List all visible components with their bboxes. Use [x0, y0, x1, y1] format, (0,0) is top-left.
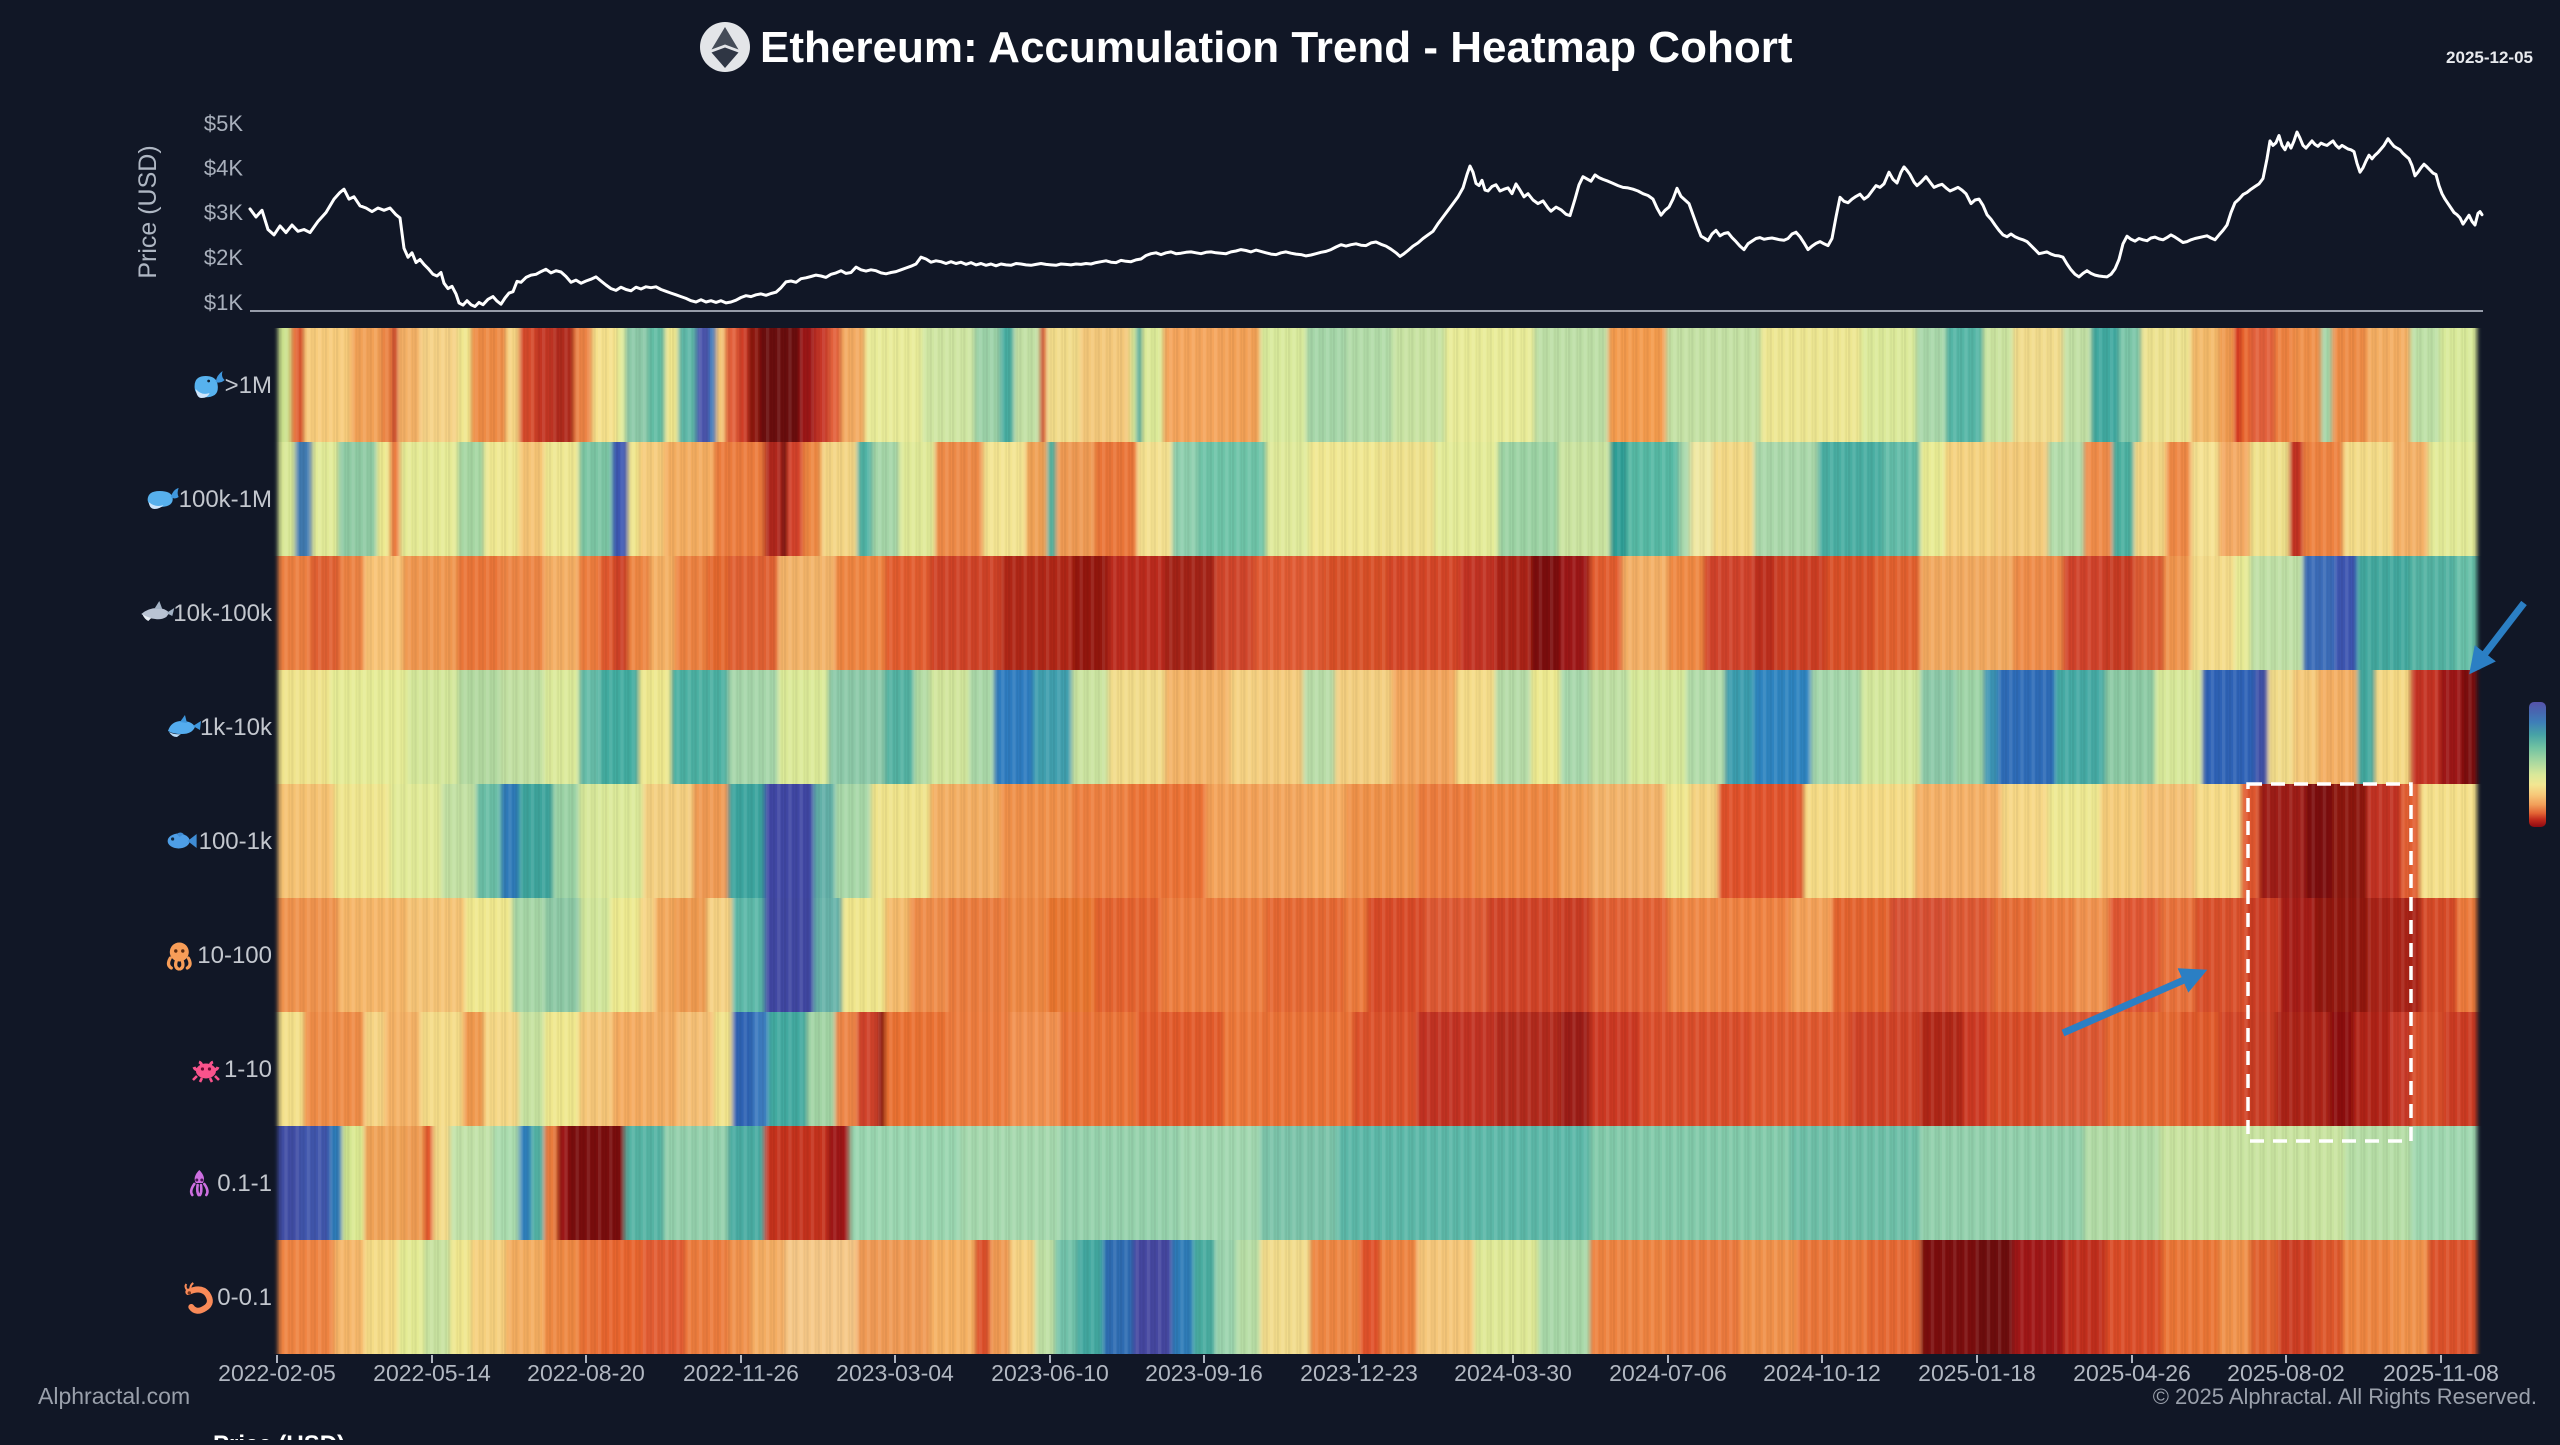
svg-text:2025-11-08: 2025-11-08	[2383, 1360, 2499, 1386]
svg-text:2023-06-10: 2023-06-10	[991, 1360, 1109, 1386]
svg-text:$3K: $3K	[204, 200, 243, 225]
svg-text:0-0.1: 0-0.1	[217, 1284, 272, 1311]
svg-text:Alphractal.com: Alphractal.com	[38, 1383, 190, 1409]
svg-text:1k-10k: 1k-10k	[200, 714, 273, 741]
svg-text:© 2025 Alphractal. All Rights: © 2025 Alphractal. All Rights Reserved.	[2153, 1384, 2537, 1409]
svg-text:100k-1M: 100k-1M	[179, 486, 272, 513]
svg-text:2022-08-20: 2022-08-20	[527, 1360, 645, 1386]
svg-text:$4K: $4K	[204, 156, 243, 181]
svg-text:Price (USD): Price (USD)	[134, 145, 162, 278]
svg-text:Price (USD): Price (USD)	[213, 1431, 345, 1440]
svg-text:1-10: 1-10	[224, 1056, 272, 1083]
svg-text:$5K: $5K	[204, 111, 243, 136]
svg-text:2023-12-23: 2023-12-23	[1300, 1360, 1418, 1386]
svg-text:100-1k: 100-1k	[199, 828, 273, 855]
svg-text:2023-09-16: 2023-09-16	[1145, 1360, 1263, 1386]
svg-text:10-100: 10-100	[197, 942, 272, 969]
svg-text:>1M: >1M	[225, 372, 272, 399]
svg-text:10k-100k: 10k-100k	[173, 600, 273, 627]
svg-text:$2K: $2K	[204, 245, 243, 270]
svg-text:2023-03-04: 2023-03-04	[836, 1360, 954, 1386]
svg-text:2025-04-26: 2025-04-26	[2073, 1360, 2191, 1386]
svg-text:2022-05-14: 2022-05-14	[373, 1360, 491, 1386]
svg-text:2024-07-06: 2024-07-06	[1609, 1360, 1727, 1386]
svg-text:2024-03-30: 2024-03-30	[1454, 1360, 1572, 1386]
svg-text:2025-01-18: 2025-01-18	[1918, 1360, 2036, 1386]
svg-text:2024-10-12: 2024-10-12	[1763, 1360, 1881, 1386]
svg-text:2022-11-26: 2022-11-26	[683, 1360, 799, 1386]
svg-text:Ethereum: Accumulation Trend -: Ethereum: Accumulation Trend - Heatmap C…	[760, 23, 1793, 72]
svg-text:0.1-1: 0.1-1	[217, 1170, 272, 1197]
svg-text:$1K: $1K	[204, 290, 243, 315]
svg-text:2025-08-02: 2025-08-02	[2227, 1360, 2345, 1386]
svg-text:2022-02-05: 2022-02-05	[218, 1360, 336, 1386]
svg-text:2025-12-05: 2025-12-05	[2446, 48, 2533, 67]
